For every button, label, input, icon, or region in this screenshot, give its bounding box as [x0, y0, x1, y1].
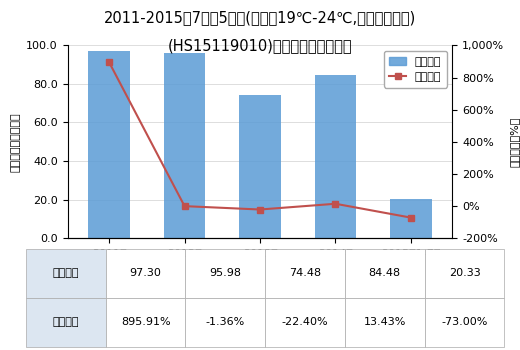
- Bar: [390, 199, 432, 238]
- Bar: [164, 53, 205, 238]
- Bar: [239, 94, 281, 238]
- Text: 2011-2015年7月桙5液油(熟点为19℃-24℃,未经化学改性): 2011-2015年7月桙5液油(熟点为19℃-24℃,未经化学改性): [104, 10, 416, 26]
- Y-axis label: 同比增长（%）: 同比增长（%）: [510, 117, 520, 167]
- Bar: [88, 51, 130, 238]
- Legend: 出口金额, 同比增长: 出口金额, 同比增长: [384, 51, 447, 88]
- Y-axis label: 出口金额（万美元）: 出口金额（万美元）: [11, 112, 21, 172]
- Text: (HS15119010)出口总额及增速统计: (HS15119010)出口总额及增速统计: [167, 38, 353, 54]
- Bar: [315, 75, 356, 238]
